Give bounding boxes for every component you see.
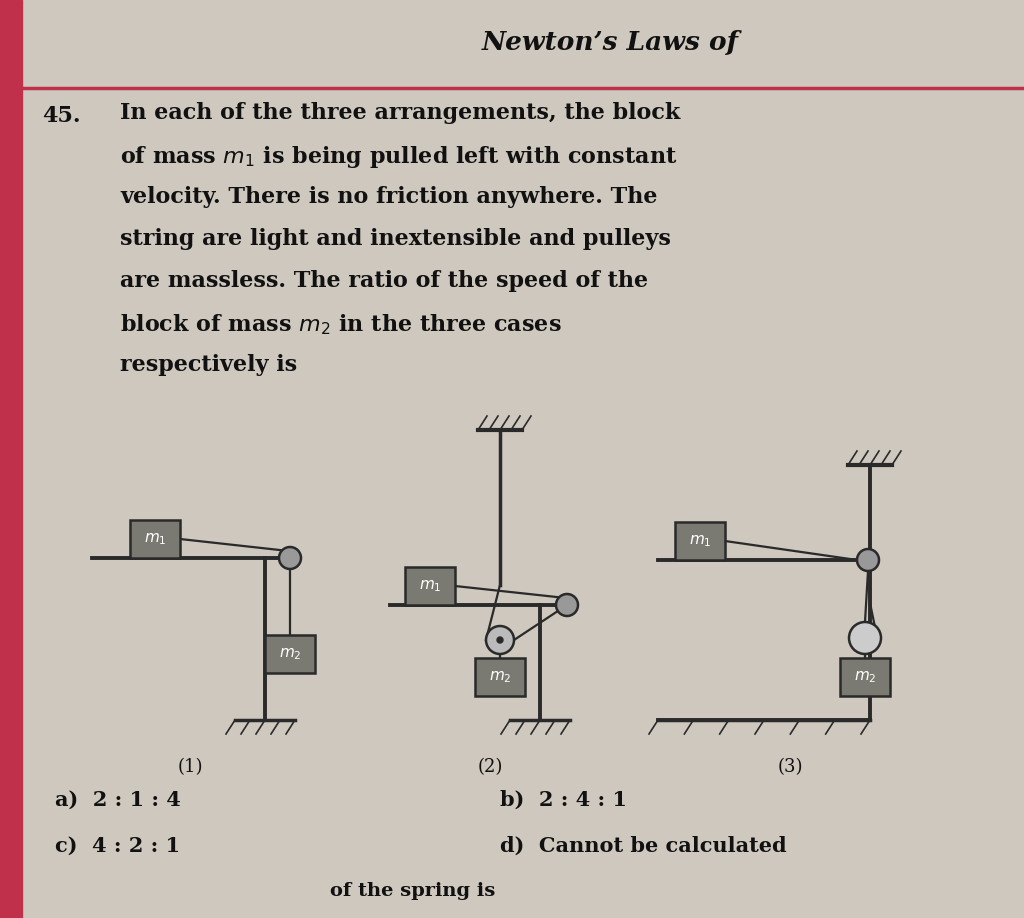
Text: $m_1$: $m_1$: [419, 578, 441, 594]
Text: $m_2$: $m_2$: [854, 669, 877, 685]
Text: (1): (1): [177, 758, 203, 776]
Bar: [0, 0, 22, 918]
Text: b)  2 : 4 : 1: b) 2 : 4 : 1: [500, 790, 627, 810]
Text: a)  2 : 1 : 4: a) 2 : 1 : 4: [55, 790, 181, 810]
Text: c)  4 : 2 : 1: c) 4 : 2 : 1: [55, 836, 180, 856]
FancyBboxPatch shape: [406, 567, 455, 605]
Circle shape: [556, 594, 578, 616]
Circle shape: [857, 549, 879, 571]
Text: velocity. There is no friction anywhere. The: velocity. There is no friction anywhere.…: [120, 186, 657, 208]
Text: d)  Cannot be calculated: d) Cannot be calculated: [500, 836, 786, 856]
Text: $m_2$: $m_2$: [488, 669, 511, 685]
Text: of mass $m_1$ is being pulled left with constant: of mass $m_1$ is being pulled left with …: [120, 144, 678, 170]
Text: 45.: 45.: [42, 105, 81, 127]
Text: (2): (2): [477, 758, 503, 776]
Text: $m_2$: $m_2$: [279, 646, 301, 662]
FancyBboxPatch shape: [675, 522, 725, 560]
Text: block of mass $m_2$ in the three cases: block of mass $m_2$ in the three cases: [120, 312, 561, 337]
Text: string are light and inextensible and pulleys: string are light and inextensible and pu…: [120, 228, 671, 250]
Circle shape: [486, 626, 514, 654]
FancyBboxPatch shape: [130, 520, 180, 558]
Circle shape: [497, 637, 503, 643]
FancyBboxPatch shape: [265, 635, 315, 673]
Text: In each of the three arrangements, the block: In each of the three arrangements, the b…: [120, 102, 680, 124]
Text: $m_1$: $m_1$: [143, 532, 166, 547]
Circle shape: [279, 547, 301, 569]
Text: respectively is: respectively is: [120, 354, 297, 376]
Text: of the spring is: of the spring is: [330, 882, 496, 900]
Text: are massless. The ratio of the speed of the: are massless. The ratio of the speed of …: [120, 270, 648, 292]
FancyBboxPatch shape: [475, 658, 525, 696]
Text: (3): (3): [777, 758, 803, 776]
FancyBboxPatch shape: [840, 658, 890, 696]
Circle shape: [849, 622, 881, 654]
Text: Newton’s Laws of: Newton’s Laws of: [481, 30, 738, 55]
Text: $m_1$: $m_1$: [689, 533, 712, 549]
